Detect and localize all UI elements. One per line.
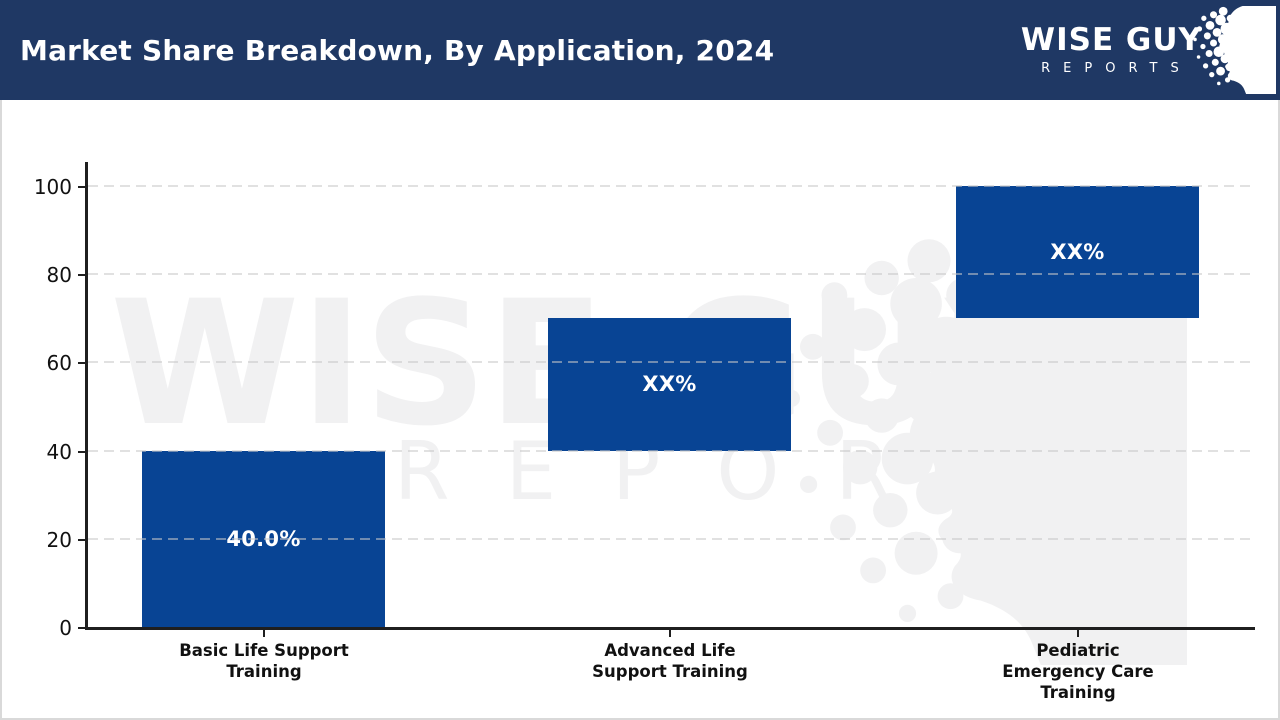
x-tick-mark <box>669 630 671 637</box>
y-tick-label: 100 <box>33 175 72 199</box>
category-label: Pediatric Emergency Care Training <box>908 640 1248 703</box>
brand-logo-text: WISE GUY REPORTS <box>1020 21 1202 76</box>
category-label-line: Basic Life Support <box>179 641 349 660</box>
category-label-line: Training <box>1040 683 1116 702</box>
bar-segment: XX% <box>548 318 791 451</box>
bar-segment: XX% <box>956 186 1199 319</box>
header-bar: Market Share Breakdown, By Application, … <box>0 0 1280 100</box>
y-gridline <box>88 449 1255 452</box>
y-axis-line <box>85 161 88 630</box>
category-label: Advanced Life Support Training <box>500 640 840 682</box>
x-tick-mark <box>1077 630 1079 637</box>
y-gridline <box>88 185 1255 187</box>
y-tick-mark <box>78 538 85 541</box>
category-label-line: Pediatric <box>1036 641 1120 660</box>
category-label-line: Training <box>226 662 302 681</box>
page-title: Market Share Breakdown, By Application, … <box>20 33 775 67</box>
y-tick-mark <box>78 450 85 453</box>
y-tick-label: 40 <box>46 439 72 464</box>
bar-value-label: XX% <box>1050 240 1105 265</box>
y-tick-label: 60 <box>46 351 72 376</box>
y-gridline <box>88 537 1255 540</box>
logo-subtitle: REPORTS <box>1041 60 1192 76</box>
y-tick-mark <box>78 627 85 629</box>
x-axis-line <box>85 627 1255 630</box>
x-tick-mark <box>263 630 265 637</box>
category-label: Basic Life Support Training <box>94 640 434 682</box>
y-tick-mark <box>78 362 85 365</box>
y-gridline <box>88 361 1255 364</box>
category-label-line: Advanced Life <box>604 641 736 660</box>
y-tick-mark <box>78 274 85 277</box>
category-label-line: Emergency Care <box>1002 662 1154 681</box>
category-label-line: Support Training <box>592 662 748 681</box>
y-tick-label: 20 <box>46 527 72 552</box>
logo-wordmark: WISE GUY <box>1020 21 1202 58</box>
y-gridline <box>88 273 1255 276</box>
bar-value-label: XX% <box>642 372 697 397</box>
y-tick-label: 80 <box>46 263 72 288</box>
y-tick-label: 0 <box>59 616 72 640</box>
y-tick-mark <box>78 186 85 188</box>
brand-logo: WISE GUY REPORTS <box>1021 4 1276 96</box>
